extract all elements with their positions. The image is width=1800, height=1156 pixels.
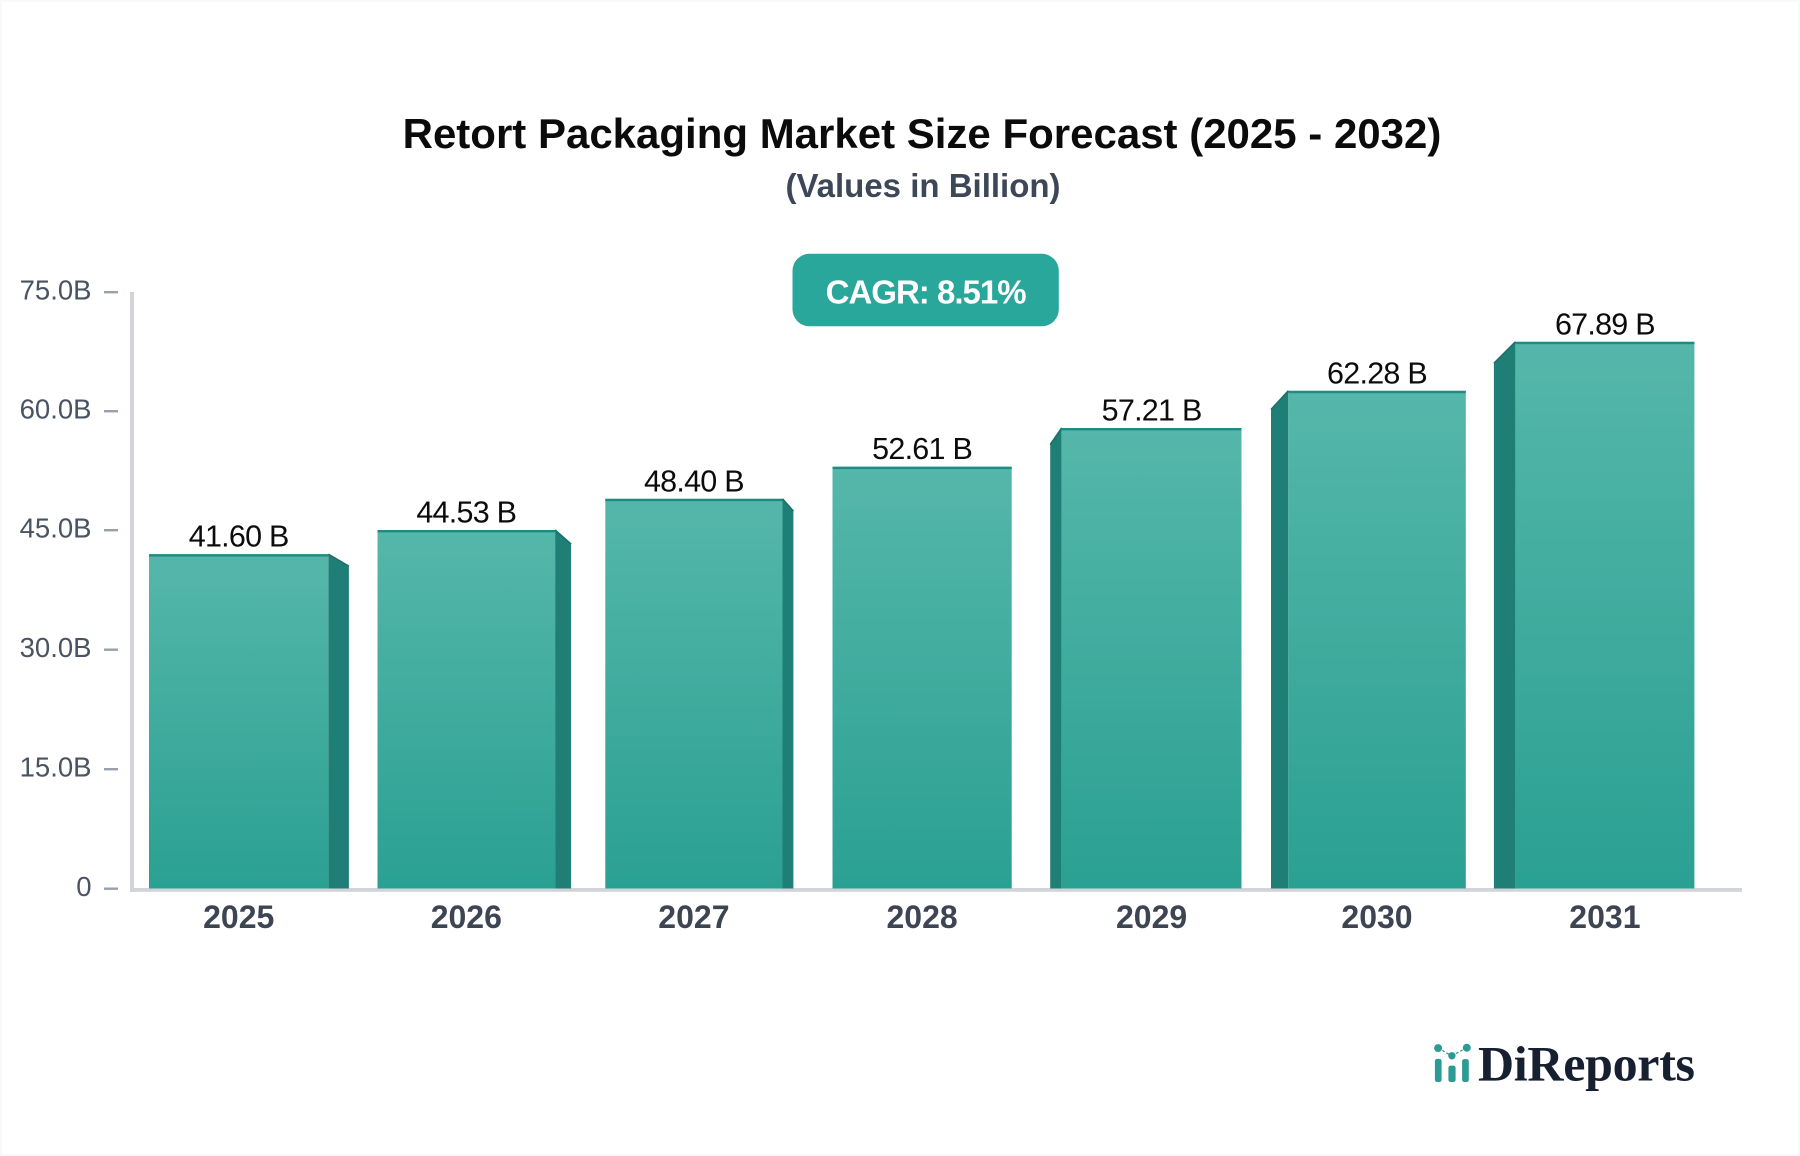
svg-text:0: 0 (76, 871, 91, 902)
svg-text:2028: 2028 (887, 899, 958, 935)
svg-text:2031: 2031 (1569, 899, 1640, 935)
svg-text:2027: 2027 (658, 899, 729, 935)
svg-text:52.61 B: 52.61 B (872, 432, 972, 466)
svg-text:75.0B: 75.0B (20, 275, 92, 306)
svg-text:2029: 2029 (1116, 899, 1187, 935)
svg-text:CAGR: 8.51%: CAGR: 8.51% (826, 274, 1027, 311)
svg-text:57.21 B: 57.21 B (1102, 394, 1202, 428)
svg-text:62.28 B: 62.28 B (1327, 356, 1427, 390)
svg-text:15.0B: 15.0B (20, 752, 92, 783)
svg-text:60.0B: 60.0B (20, 394, 92, 425)
svg-text:67.89 B: 67.89 B (1555, 307, 1655, 341)
svg-text:2030: 2030 (1341, 899, 1412, 935)
svg-text:2025: 2025 (203, 899, 274, 935)
svg-text:Retort Packaging Market Size F: Retort Packaging Market Size Forecast (2… (403, 110, 1442, 157)
svg-text:44.53 B: 44.53 B (416, 496, 516, 530)
svg-text:DiReports: DiReports (1478, 1036, 1695, 1092)
svg-text:2026: 2026 (431, 899, 502, 935)
svg-text:(Values in Billion): (Values in Billion) (785, 167, 1060, 204)
svg-text:41.60 B: 41.60 B (189, 520, 289, 554)
svg-text:30.0B: 30.0B (20, 632, 92, 663)
svg-text:48.40 B: 48.40 B (644, 464, 744, 498)
svg-text:45.0B: 45.0B (20, 513, 92, 544)
